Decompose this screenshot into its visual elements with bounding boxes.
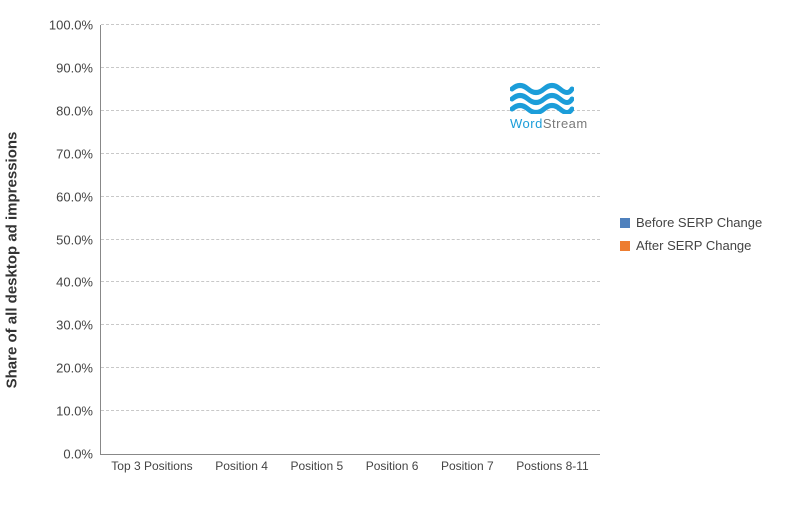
legend: Before SERP Change After SERP Change — [620, 215, 762, 261]
x-axis-labels: Top 3 Positions Position 4 Position 5 Posit… — [100, 459, 600, 473]
y-tick-label: 70.0% — [56, 146, 101, 161]
y-tick-label: 10.0% — [56, 404, 101, 419]
legend-swatch — [620, 218, 630, 228]
x-tick-label: Position 5 — [290, 459, 343, 473]
logo-text: WordStream — [510, 116, 588, 131]
legend-item: After SERP Change — [620, 238, 762, 253]
logo-text-stream: Stream — [543, 116, 588, 131]
gridline — [101, 24, 600, 25]
legend-label: Before SERP Change — [636, 215, 762, 230]
x-tick-label: Postions 8-11 — [516, 459, 589, 473]
gridline — [101, 67, 600, 68]
y-tick-label: 80.0% — [56, 103, 101, 118]
legend-swatch — [620, 241, 630, 251]
x-tick-label: Position 4 — [215, 459, 268, 473]
y-tick-label: 0.0% — [63, 447, 101, 462]
y-tick-label: 40.0% — [56, 275, 101, 290]
logo-text-word: Word — [510, 116, 543, 131]
x-tick-label: Top 3 Positions — [111, 459, 192, 473]
y-axis-title: Share of all desktop ad impressions — [4, 132, 21, 389]
y-tick-label: 20.0% — [56, 361, 101, 376]
gridline — [101, 239, 600, 240]
y-tick-label: 50.0% — [56, 232, 101, 247]
y-tick-label: 90.0% — [56, 60, 101, 75]
gridline — [101, 196, 600, 197]
legend-item: Before SERP Change — [620, 215, 762, 230]
gridline — [101, 324, 600, 325]
legend-label: After SERP Change — [636, 238, 751, 253]
gridline — [101, 281, 600, 282]
y-tick-label: 100.0% — [49, 18, 101, 33]
wave-icon — [510, 80, 574, 114]
gridline — [101, 153, 600, 154]
wordstream-logo: WordStream — [510, 80, 588, 131]
x-tick-label: Position 7 — [441, 459, 494, 473]
y-tick-label: 30.0% — [56, 318, 101, 333]
chart-container: Share of all desktop ad impressions 0.0%… — [20, 15, 780, 505]
gridline — [101, 367, 600, 368]
gridline — [101, 410, 600, 411]
x-tick-label: Position 6 — [366, 459, 419, 473]
y-tick-label: 60.0% — [56, 189, 101, 204]
